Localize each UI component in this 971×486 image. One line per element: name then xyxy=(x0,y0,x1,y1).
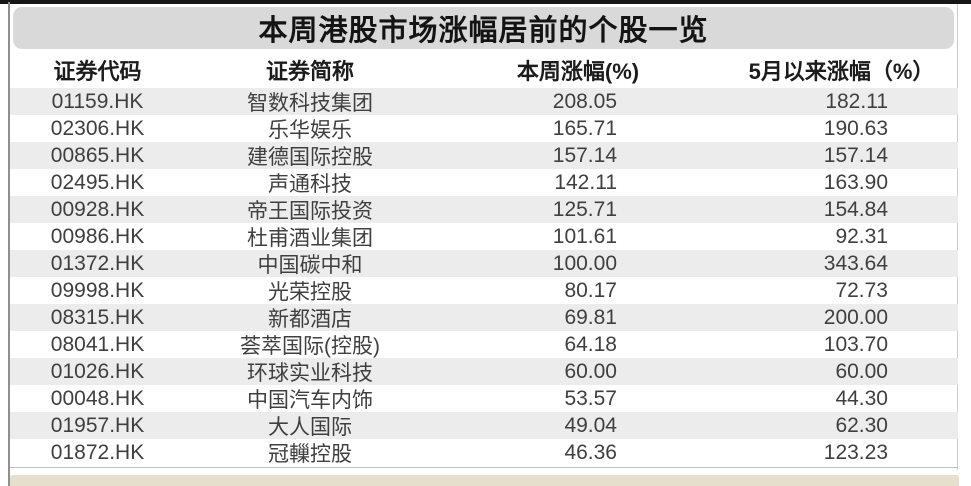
stock-code-cell: 00928.HK xyxy=(50,197,145,221)
since-may-change-cell: 60.00 xyxy=(835,359,888,383)
week-change-cell: 80.17 xyxy=(564,278,617,302)
stock-code-cell: 01872.HK xyxy=(50,440,145,464)
bottom-divider-line xyxy=(10,467,958,468)
stock-name-cell: 声通科技 xyxy=(268,172,352,196)
frame-right-border xyxy=(957,4,958,470)
since-may-change-cell: 92.31 xyxy=(835,224,888,248)
table-header-row: 证券代码 证券简称 本周涨幅(%) 5月以来涨幅（%） xyxy=(10,52,958,88)
stock-name-cell: 新都酒店 xyxy=(268,307,352,331)
week-change-cell: 157.14 xyxy=(552,143,617,167)
table-row: 02306.HK 乐华娱乐 165.71 190.63 xyxy=(10,115,958,142)
stock-code-cell: 01957.HK xyxy=(50,413,145,437)
stock-code-cell: 02495.HK xyxy=(50,170,145,194)
week-change-cell: 53.57 xyxy=(564,386,617,410)
week-change-cell: 49.04 xyxy=(564,413,617,437)
since-may-change-cell: 154.84 xyxy=(823,197,888,221)
column-header-name: 证券简称 xyxy=(265,59,354,84)
table-row: 00865.HK 建德国际控股 157.14 157.14 xyxy=(10,142,958,169)
since-may-change-cell: 44.30 xyxy=(835,386,888,410)
week-change-cell: 165.71 xyxy=(552,116,617,140)
week-change-cell: 60.00 xyxy=(564,359,617,383)
stock-name-cell: 荟萃国际(控股) xyxy=(240,334,380,358)
week-change-cell: 64.18 xyxy=(564,332,617,356)
table-row: 01872.HK 冠轈控股 46.36 123.23 xyxy=(10,439,958,466)
week-change-cell: 69.81 xyxy=(564,305,617,329)
stock-name-cell: 大人国际 xyxy=(268,415,352,439)
table-row: 00986.HK 杜甫酒业集团 101.61 92.31 xyxy=(10,223,958,250)
week-change-cell: 142.11 xyxy=(554,170,617,194)
stock-code-cell: 01372.HK xyxy=(50,251,145,275)
stock-code-cell: 01026.HK xyxy=(50,359,145,383)
week-change-cell: 46.36 xyxy=(564,440,617,464)
table-body: 01159.HK 智数科技集团 208.05 182.11 02306.HK 乐… xyxy=(10,88,958,466)
column-header-since-may: 5月以来涨幅（%） xyxy=(748,59,935,84)
since-may-change-cell: 182.11 xyxy=(825,89,888,113)
stock-name-cell: 帝王国际投资 xyxy=(247,199,373,223)
since-may-change-cell: 343.64 xyxy=(823,251,888,275)
since-may-change-cell: 62.30 xyxy=(835,413,888,437)
stock-name-cell: 中国汽车内饰 xyxy=(247,388,373,412)
table-row: 00048.HK 中国汽车内饰 53.57 44.30 xyxy=(10,385,958,412)
table-row: 08041.HK 荟萃国际(控股) 64.18 103.70 xyxy=(10,331,958,358)
stock-name-cell: 杜甫酒业集团 xyxy=(247,226,373,250)
table-row: 02495.HK 声通科技 142.11 163.90 xyxy=(10,169,958,196)
column-header-code: 证券代码 xyxy=(53,59,142,84)
stock-name-cell: 环球实业科技 xyxy=(247,361,373,385)
page-title: 本周港股市场涨幅居前的个股一览 xyxy=(13,7,954,49)
week-change-cell: 125.71 xyxy=(552,197,617,221)
since-may-change-cell: 190.63 xyxy=(823,116,888,140)
stock-code-cell: 09998.HK xyxy=(50,278,145,302)
stock-name-cell: 中国碳中和 xyxy=(257,253,363,277)
stock-code-cell: 00865.HK xyxy=(50,143,145,167)
stock-name-cell: 乐华娱乐 xyxy=(268,118,352,142)
stocks-table: 证券代码 证券简称 本周涨幅(%) 5月以来涨幅（%） 01159.HK 智数科… xyxy=(10,52,958,466)
since-may-change-cell: 123.23 xyxy=(823,440,888,464)
since-may-change-cell: 163.90 xyxy=(823,170,888,194)
since-may-change-cell: 157.14 xyxy=(823,143,888,167)
week-change-cell: 100.00 xyxy=(552,251,617,275)
since-may-change-cell: 72.73 xyxy=(835,278,888,302)
stock-code-cell: 08315.HK xyxy=(50,305,145,329)
stock-code-cell: 01159.HK xyxy=(51,89,144,113)
stock-name-cell: 建德国际控股 xyxy=(247,145,373,169)
column-header-week: 本周涨幅(%) xyxy=(516,59,640,84)
stock-name-cell: 冠轈控股 xyxy=(268,442,352,466)
week-change-cell: 101.61 xyxy=(552,224,617,248)
table-row: 01957.HK 大人国际 49.04 62.30 xyxy=(10,412,958,439)
table-row: 09998.HK 光荣控股 80.17 72.73 xyxy=(10,277,958,304)
bottom-bar xyxy=(10,475,959,486)
stock-code-cell: 08041.HK xyxy=(50,332,145,356)
table-row: 08315.HK 新都酒店 69.81 200.00 xyxy=(10,304,958,331)
table-row: 01372.HK 中国碳中和 100.00 343.64 xyxy=(10,250,958,277)
stock-name-cell: 智数科技集团 xyxy=(247,91,373,115)
table-row: 01026.HK 环球实业科技 60.00 60.00 xyxy=(10,358,958,385)
stock-code-cell: 02306.HK xyxy=(50,116,145,140)
since-may-change-cell: 103.70 xyxy=(823,332,888,356)
frame-top-border xyxy=(0,0,971,4)
stock-code-cell: 00048.HK xyxy=(50,386,145,410)
frame-left-border xyxy=(8,2,10,486)
since-may-change-cell: 200.00 xyxy=(823,305,888,329)
stock-code-cell: 00986.HK xyxy=(50,224,145,248)
table-row: 01159.HK 智数科技集团 208.05 182.11 xyxy=(10,88,958,115)
table-row: 00928.HK 帝王国际投资 125.71 154.84 xyxy=(10,196,958,223)
stock-name-cell: 光荣控股 xyxy=(268,280,352,304)
week-change-cell: 208.05 xyxy=(552,89,617,113)
